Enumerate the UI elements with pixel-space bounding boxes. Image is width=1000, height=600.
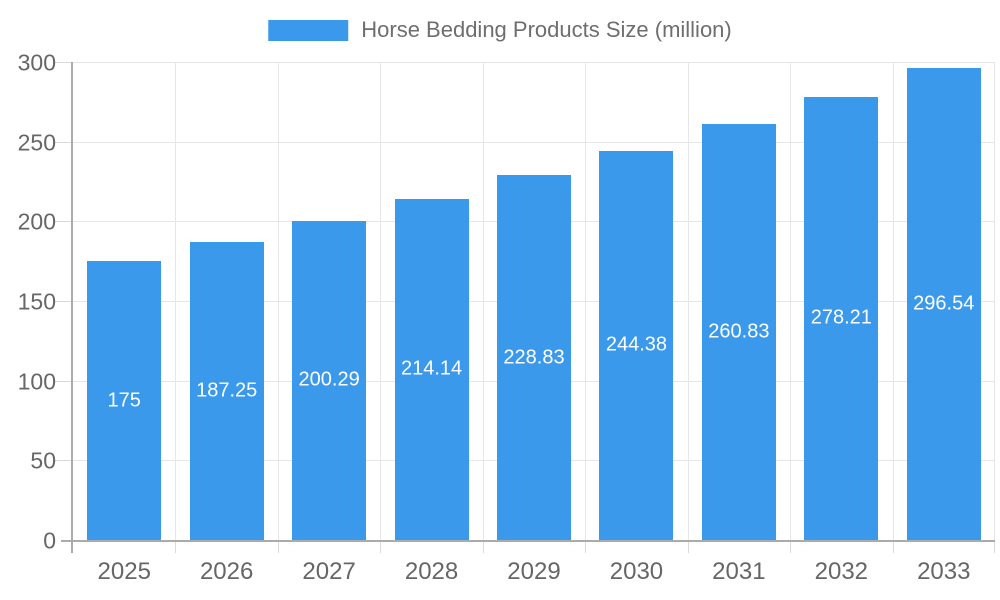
y-tick (53, 301, 71, 302)
y-axis-line (71, 62, 73, 553)
x-axis-label: 2028 (404, 558, 459, 585)
bar[interactable]: 278.21 (804, 96, 879, 540)
legend-swatch (268, 19, 349, 41)
plot-area: 175 187.25 200.29 214.14 228.83 244.38 260.83 2… (73, 62, 995, 540)
legend-label: Horse Bedding Products Size (million) (361, 17, 732, 42)
y-axis-label: 0 (43, 527, 56, 554)
bar[interactable]: 200.29 (292, 220, 367, 540)
bar[interactable]: 228.83 (497, 175, 571, 540)
y-axis-label: 100 (17, 368, 56, 395)
x-tick (175, 542, 176, 553)
x-axis-label: 2032 (814, 558, 869, 585)
gridline-vertical (790, 62, 791, 540)
x-tick (893, 542, 894, 553)
gridline-vertical (380, 62, 381, 540)
gridline-vertical (483, 62, 484, 540)
y-tick (53, 221, 71, 223)
x-axis-label: 2025 (97, 558, 151, 585)
legend-item[interactable]: Horse Bedding Products Size (million) (268, 17, 732, 43)
bar-value-label: 187.25 (196, 379, 258, 402)
bar-value-label: 260.83 (708, 320, 770, 343)
x-tick (380, 542, 381, 553)
bar[interactable]: 175 (87, 261, 162, 540)
bar[interactable]: 260.83 (701, 124, 776, 540)
gridline-horizontal (73, 141, 995, 143)
bar[interactable]: 214.14 (394, 198, 469, 540)
y-tick (53, 460, 71, 462)
x-axis-label: 2029 (507, 558, 561, 585)
x-tick (790, 542, 791, 553)
y-tick (53, 62, 71, 63)
y-axis-label: 300 (17, 49, 56, 76)
x-axis-label: 2033 (917, 558, 971, 585)
gridline-vertical (585, 62, 586, 540)
x-tick (278, 542, 279, 553)
gridline-vertical (893, 62, 894, 540)
bar-value-label: 296.54 (913, 292, 975, 315)
gridline-vertical (278, 62, 279, 540)
bar-value-label: 278.21 (810, 306, 872, 329)
bar[interactable]: 296.54 (906, 67, 981, 540)
x-axis-label: 2031 (712, 558, 766, 585)
x-tick (994, 542, 995, 553)
x-tick (688, 542, 689, 553)
bar-value-label: 200.29 (298, 368, 360, 391)
bar-value-label: 175 (107, 389, 141, 412)
gridline-vertical (175, 62, 176, 540)
y-axis-label: 150 (17, 288, 56, 315)
x-tick (585, 542, 586, 553)
y-axis-label: 200 (17, 208, 56, 235)
bar-value-label: 214.14 (400, 357, 463, 380)
y-tick (53, 141, 71, 143)
gridline-vertical (994, 62, 995, 540)
y-tick (53, 380, 71, 382)
x-tick (483, 542, 484, 553)
y-axis-label: 250 (17, 129, 56, 156)
gridline-vertical (688, 62, 689, 540)
bar-value-label: 244.38 (605, 333, 668, 356)
bar-value-label: 228.83 (503, 346, 565, 369)
x-axis-label: 2030 (609, 558, 664, 585)
bar[interactable]: 187.25 (189, 241, 264, 540)
gridline-horizontal (73, 62, 995, 63)
x-axis-line (61, 540, 995, 542)
x-axis-label: 2026 (199, 558, 254, 585)
x-axis-label: 2027 (302, 558, 356, 585)
y-axis-label: 50 (30, 447, 56, 474)
bar[interactable]: 244.38 (599, 150, 674, 540)
